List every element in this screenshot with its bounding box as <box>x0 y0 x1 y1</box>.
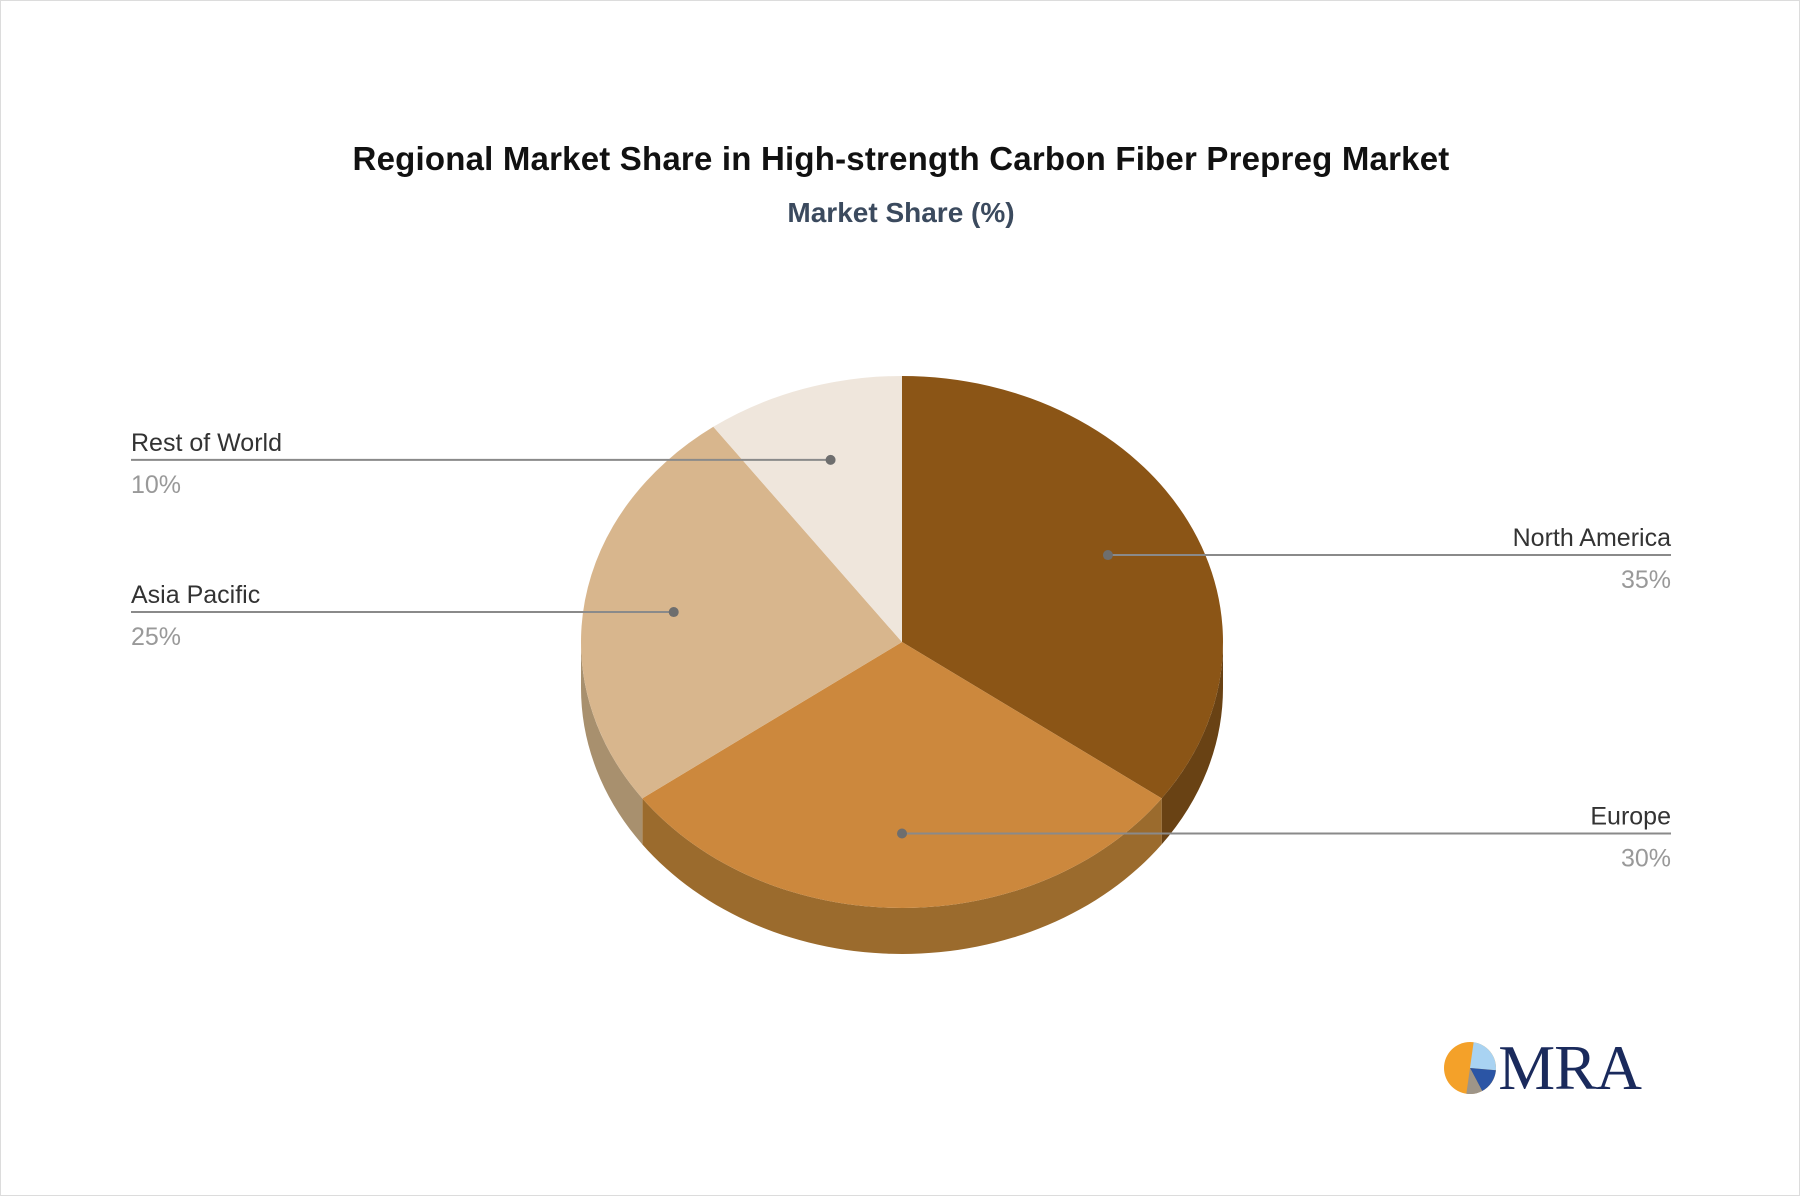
leader-dot-europe <box>897 828 907 839</box>
logo-gray-slice <box>1466 1068 1483 1094</box>
chart-subtitle: Market Share (%) <box>787 197 1015 228</box>
pie-side-north-america <box>1161 642 1223 845</box>
pie-slice-asia-pacific[interactable] <box>581 426 902 799</box>
pie-side-asia-pacific <box>581 642 643 845</box>
slice-value-europe: 30% <box>1621 845 1671 873</box>
pie-side-europe <box>642 798 1162 955</box>
mra-logo-pie-icon <box>1444 1042 1497 1094</box>
slice-label-asia-pacific: Asia Pacific <box>131 581 260 609</box>
leader-dot-rest-of-world <box>825 454 836 465</box>
mra-logo-text: MRA <box>1498 1032 1642 1103</box>
slice-value-north-america: 35% <box>1621 566 1671 594</box>
slice-label-north-america: North America <box>1513 524 1671 552</box>
slice-label-rest-of-world: Rest of World <box>131 429 282 457</box>
leader-dot-north-america <box>1102 550 1113 561</box>
slice-value-asia-pacific: 25% <box>131 623 181 651</box>
leader-dot-asia-pacific <box>668 607 679 618</box>
pie-slice-north-america[interactable] <box>902 376 1223 799</box>
pie-slice-rest-of-world[interactable] <box>713 376 902 642</box>
slice-label-europe: Europe <box>1590 803 1671 831</box>
pie-slice-europe[interactable] <box>642 642 1162 909</box>
mra-logo[interactable]: MRA <box>1444 1032 1642 1103</box>
slice-value-rest-of-world: 10% <box>131 471 181 499</box>
logo-darkblue-slice <box>1470 1068 1497 1091</box>
chart-title: Regional Market Share in High-strength C… <box>352 140 1450 177</box>
logo-lightblue-slice <box>1470 1042 1497 1071</box>
